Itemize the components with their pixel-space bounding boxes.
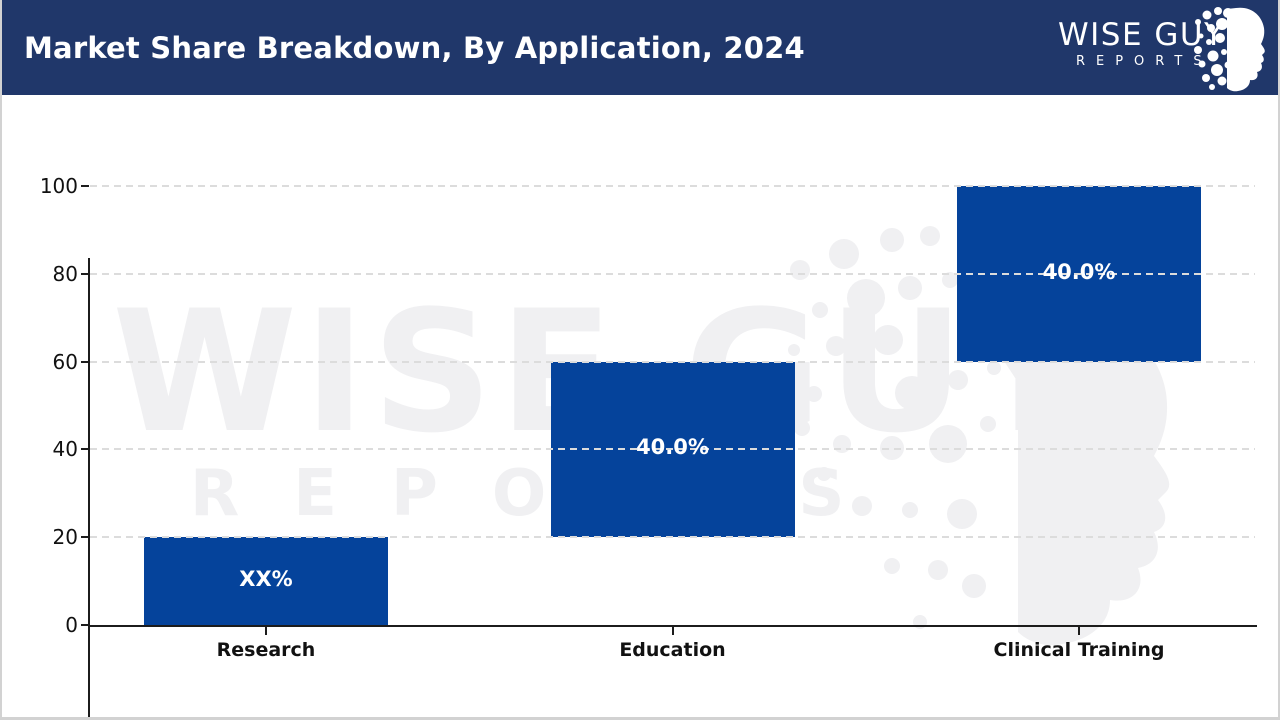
x-category-label: Clinical Training	[993, 639, 1165, 661]
y-axis-tick	[81, 624, 89, 626]
watermark-face-icon	[788, 226, 1170, 646]
y-axis-line	[88, 258, 90, 717]
y-axis-tick	[81, 448, 89, 451]
x-category-label: Research	[216, 639, 316, 661]
y-axis-tick	[81, 185, 89, 187]
bar-value-label: 40.0%	[1042, 259, 1116, 284]
y-axis-tick	[81, 272, 89, 275]
bar-value-label: 40.0%	[636, 435, 709, 460]
y-axis-tick	[81, 536, 89, 539]
x-axis-tick	[265, 627, 267, 635]
y-tick-label: 80	[52, 261, 78, 286]
bar-research	[144, 537, 388, 625]
wise-guy-face-icon	[1194, 7, 1265, 92]
header-band: Market Share Breakdown, By Application, …	[2, 0, 1278, 95]
y-axis-tick	[81, 360, 89, 363]
y-tick-label: 40	[52, 437, 78, 462]
gridline	[90, 185, 1255, 187]
x-axis-line	[88, 625, 1257, 627]
logo-subtitle: REPORTS	[1075, 54, 1213, 70]
y-tick-label: 100	[39, 174, 78, 198]
y-tick-label: 0	[65, 613, 78, 637]
x-axis-tick	[1078, 627, 1080, 635]
chart-plot-area: 0 20 40 60 80 100 XX% 40.0% 40.0% Research Educati…	[2, 95, 1278, 717]
x-axis-tick	[671, 627, 674, 635]
gridline	[90, 272, 1255, 275]
y-tick-label: 20	[52, 525, 78, 550]
bar-value-label: XX%	[239, 567, 293, 592]
x-category-label: Education	[619, 639, 726, 661]
chart-title: Market Share Breakdown, By Application, …	[24, 30, 805, 65]
gridline	[90, 360, 1255, 363]
gridline	[90, 448, 1255, 451]
y-tick-label: 60	[52, 349, 78, 374]
wise-guy-logo: WISE GUY REPORTS	[1030, 4, 1270, 92]
gridline	[90, 536, 1255, 539]
